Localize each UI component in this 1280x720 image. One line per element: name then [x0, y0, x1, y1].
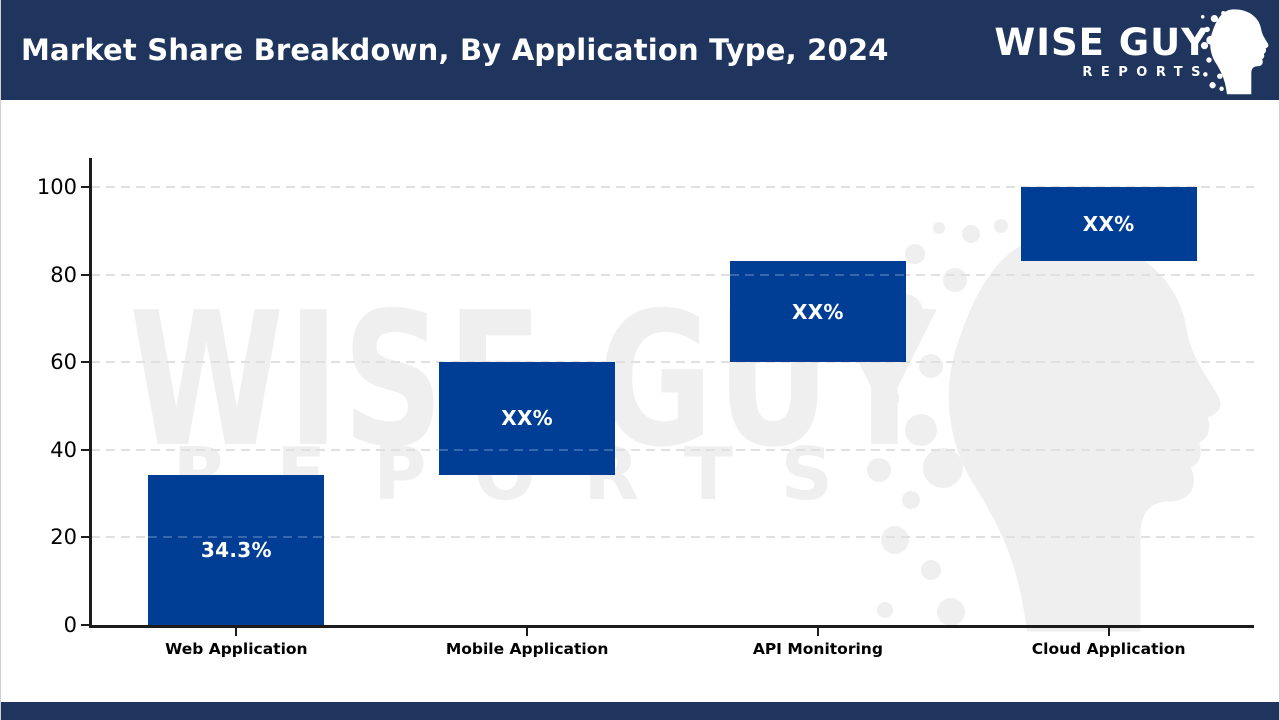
gridline-y-40	[91, 448, 1254, 451]
logo-head-profile-icon	[1200, 9, 1269, 95]
page-title: Market Share Breakdown, By Application T…	[21, 33, 889, 67]
bar-api-monitoring: XX%	[729, 261, 906, 363]
y-axis-tick-0	[81, 624, 90, 626]
y-axis-tick-label-80: 80	[50, 262, 77, 287]
gridline-y-60	[91, 361, 1254, 364]
header-bar: Market Share Breakdown, By Application T…	[1, 0, 1279, 100]
y-axis-tick-80	[81, 273, 90, 276]
y-axis-tick-40	[81, 448, 90, 451]
footer-bar	[1, 702, 1279, 720]
y-axis-tick-20	[81, 536, 90, 539]
bar-value-label: XX%	[791, 299, 844, 324]
gridline-over-bar-y-80	[729, 273, 906, 276]
gridline-y-100	[91, 186, 1254, 188]
x-axis-tick-mobile-application	[526, 628, 529, 636]
y-axis-tick-label-40: 40	[50, 437, 77, 462]
y-axis-tick-100	[81, 186, 90, 188]
bar-cloud-application: XX%	[1020, 187, 1197, 262]
x-category-label-api-monitoring: API Monitoring	[752, 640, 883, 658]
y-axis-tick-60	[81, 361, 90, 364]
gridline-over-bar-y-20	[148, 536, 325, 539]
y-axis-line	[89, 158, 92, 628]
bar-value-label: 34.3%	[200, 537, 272, 562]
y-axis-tick-label-100: 100	[36, 175, 77, 199]
x-category-label-cloud-application: Cloud Application	[1031, 640, 1186, 658]
x-axis-line	[89, 625, 1254, 628]
y-axis-tick-label-20: 20	[50, 525, 77, 550]
plot-area: 0 20 40 60 80 100 34.3% Web Application XX% Mobil…	[1, 100, 1279, 702]
x-axis-tick-api-monitoring	[816, 628, 819, 636]
x-category-label-web-application: Web Application	[165, 640, 308, 658]
bar-mobile-application: XX%	[439, 362, 616, 475]
gridline-y-20	[91, 536, 1254, 539]
gridline-y-80	[91, 273, 1254, 276]
x-category-label-mobile-application: Mobile Application	[445, 640, 609, 658]
x-axis-tick-cloud-application	[1107, 628, 1110, 636]
wise-guy-reports-logo: WISE GUY REPORTS	[994, 0, 1271, 100]
bar-value-label: XX%	[501, 406, 554, 431]
x-axis-tick-web-application	[235, 628, 238, 636]
y-axis-tick-label-60: 60	[50, 350, 77, 375]
y-axis-tick-label-0: 0	[63, 613, 77, 637]
logo-subtitle: REPORTS	[1082, 65, 1209, 80]
logo-text: WISE GUY REPORTS	[994, 24, 1209, 80]
bar-value-label: XX%	[1082, 212, 1135, 237]
logo-wordmark: WISE GUY	[994, 21, 1209, 64]
bar-web-application: 34.3%	[148, 474, 325, 625]
gridline-over-bar-y-40	[439, 448, 616, 451]
